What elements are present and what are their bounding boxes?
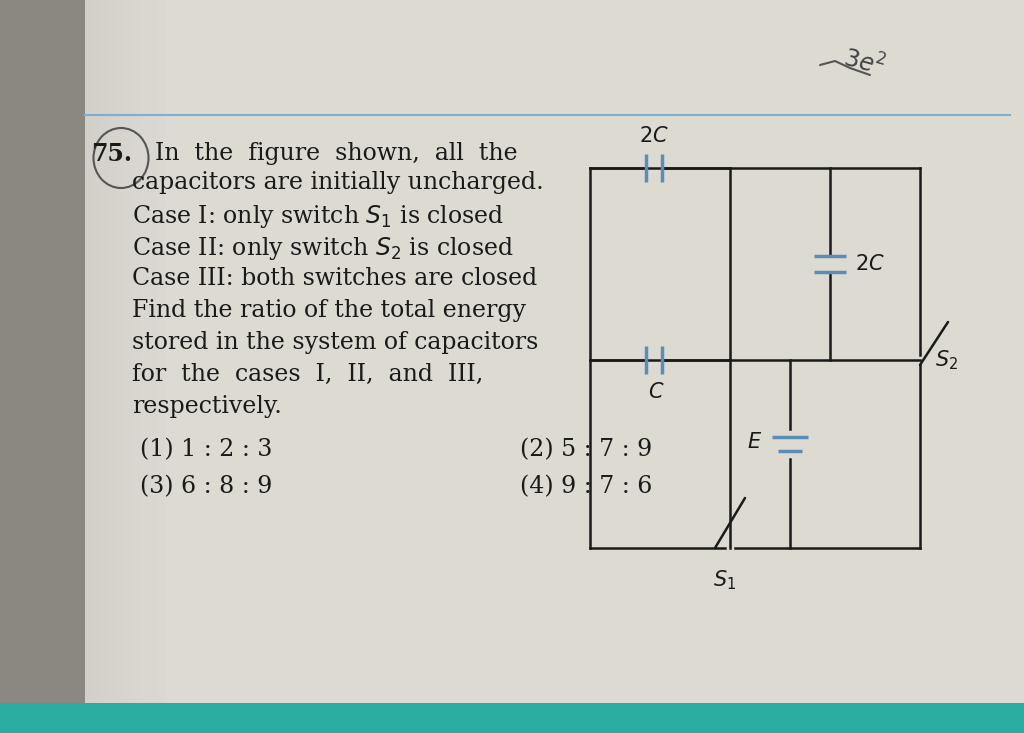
Bar: [109, 0, 117, 733]
Bar: [93, 0, 101, 733]
Bar: [265, 0, 280, 733]
Text: $C$: $C$: [648, 382, 665, 402]
Text: stored in the system of capacitors: stored in the system of capacitors: [132, 331, 539, 354]
Text: $2C$: $2C$: [639, 126, 669, 146]
Bar: [100, 0, 115, 733]
Bar: [250, 0, 265, 733]
Text: $S_2$: $S_2$: [935, 348, 958, 372]
Bar: [125, 0, 133, 733]
Bar: [220, 0, 234, 733]
Bar: [130, 0, 145, 733]
Text: (1) 1 : 2 : 3: (1) 1 : 2 : 3: [140, 438, 272, 461]
Bar: [340, 0, 355, 733]
Bar: [280, 0, 295, 733]
Text: $2C$: $2C$: [855, 254, 885, 274]
Text: In  the  figure  shown,  all  the: In the figure shown, all the: [155, 142, 517, 165]
Text: (4) 9 : 7 : 6: (4) 9 : 7 : 6: [520, 475, 652, 498]
Bar: [117, 0, 125, 733]
Bar: [85, 0, 93, 733]
Bar: [205, 0, 220, 733]
Text: $3e^{2}$: $3e^{2}$: [840, 45, 887, 81]
Bar: [325, 0, 340, 733]
Text: $S_1$: $S_1$: [714, 568, 736, 592]
Text: Find the ratio of the total energy: Find the ratio of the total energy: [132, 299, 526, 322]
Bar: [157, 0, 165, 733]
Bar: [370, 0, 385, 733]
Bar: [190, 0, 205, 733]
Text: Case III: both switches are closed: Case III: both switches are closed: [132, 267, 538, 290]
Bar: [145, 0, 160, 733]
Text: capacitors are initially uncharged.: capacitors are initially uncharged.: [132, 171, 544, 194]
Bar: [160, 0, 175, 733]
Bar: [175, 0, 190, 733]
Text: Case II: only switch $S_2$ is closed: Case II: only switch $S_2$ is closed: [132, 235, 514, 262]
Text: (2) 5 : 7 : 9: (2) 5 : 7 : 9: [520, 438, 652, 461]
Text: $E$: $E$: [746, 432, 762, 452]
Bar: [101, 0, 109, 733]
Bar: [133, 0, 141, 733]
Bar: [85, 0, 100, 733]
Text: (3) 6 : 8 : 9: (3) 6 : 8 : 9: [140, 475, 272, 498]
Bar: [141, 0, 150, 733]
Bar: [0, 0, 100, 733]
Bar: [355, 0, 370, 733]
Text: Case I: only switch $S_1$ is closed: Case I: only switch $S_1$ is closed: [132, 203, 504, 230]
Bar: [115, 0, 130, 733]
Bar: [0, 703, 1024, 733]
Bar: [295, 0, 310, 733]
Bar: [234, 0, 250, 733]
Bar: [310, 0, 325, 733]
Text: respectively.: respectively.: [132, 395, 282, 418]
Text: 75.: 75.: [91, 142, 132, 166]
Text: for  the  cases  I,  II,  and  III,: for the cases I, II, and III,: [132, 363, 483, 386]
Bar: [150, 0, 157, 733]
